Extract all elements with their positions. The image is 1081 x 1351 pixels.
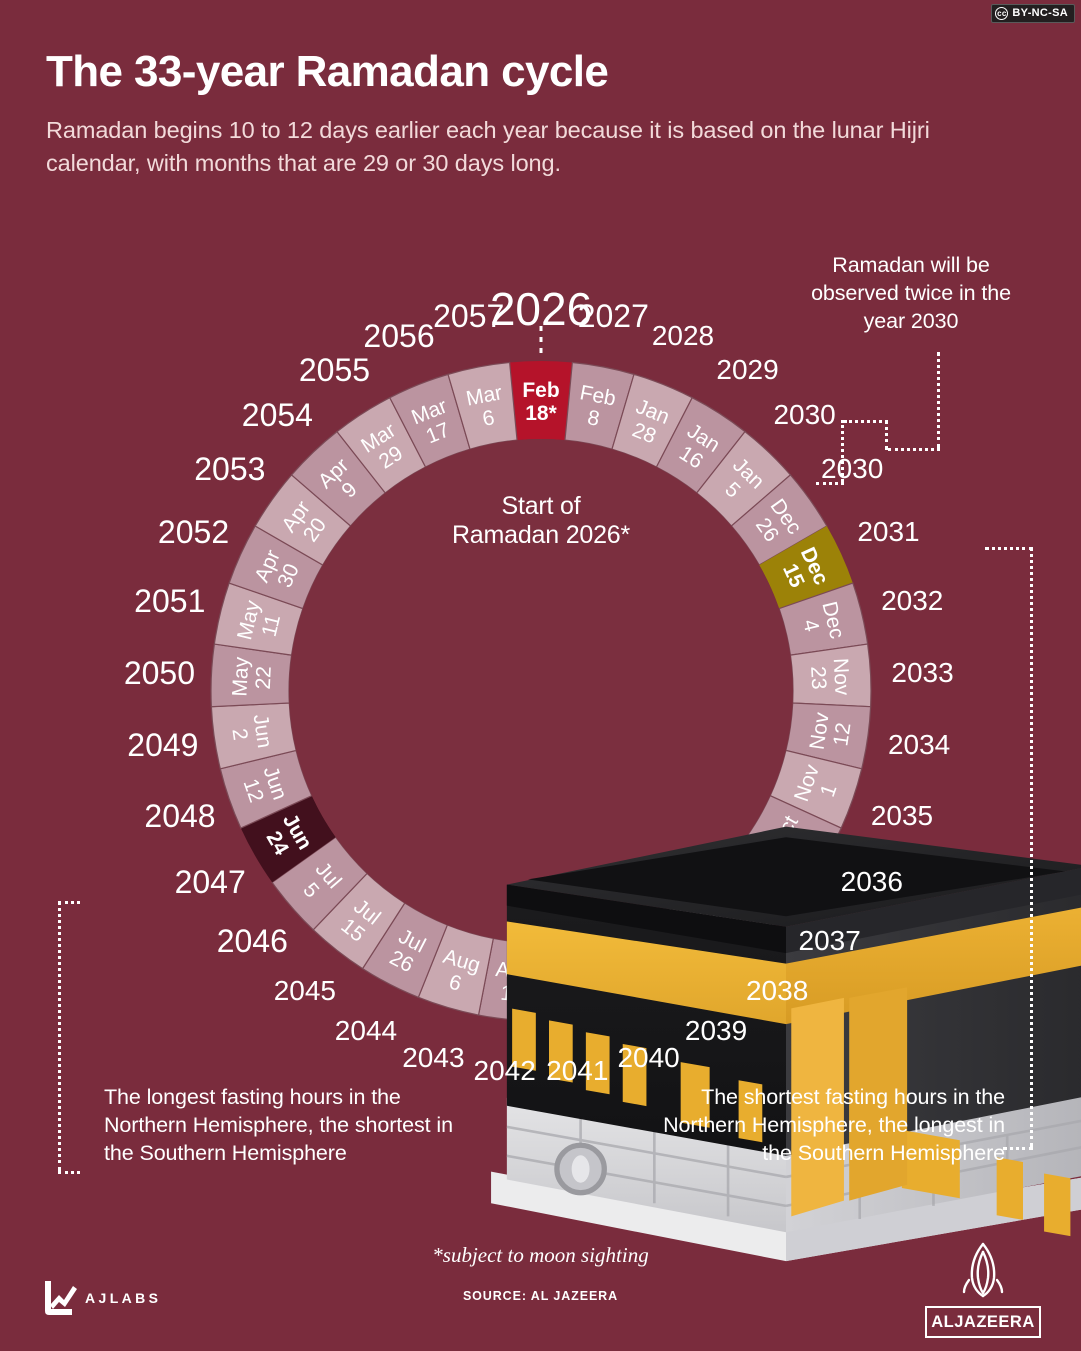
svg-text:4: 4: [798, 617, 823, 634]
svg-text:Jun: Jun: [249, 713, 277, 750]
ajlabs-label: AJLABS: [85, 1290, 162, 1306]
wheel-year-label[interactable]: 2042: [473, 1055, 536, 1087]
page-title: The 33-year Ramadan cycle: [46, 47, 609, 96]
wheel-inner-disc: [289, 439, 793, 943]
callout-left-leader-h1: [58, 901, 80, 904]
svg-text:23: 23: [806, 666, 830, 690]
ramadan-cycle-wheel: Feb 18* Feb 8 Jan 28 Jan 16 Jan 5 Dec 26 Dec 15 Dec 4 No…: [146, 296, 1081, 1262]
cc-icon: cc: [995, 7, 1009, 20]
wheel-year-label[interactable]: 2028: [651, 320, 715, 352]
wheel-year-label[interactable]: 2029: [716, 353, 779, 385]
moon-sighting-note: *subject to moon sighting: [432, 1243, 649, 1267]
wheel-year-label[interactable]: 2044: [334, 1014, 398, 1046]
wheel-year-label[interactable]: 2049: [127, 727, 199, 764]
callout-longest-fasting: The longest fasting hours in the Norther…: [104, 1085, 453, 1165]
svg-text:Feb: Feb: [522, 379, 559, 402]
wheel-year-label[interactable]: 2045: [273, 975, 337, 1007]
svg-text:11: 11: [258, 612, 285, 639]
svg-text:Nov: Nov: [829, 657, 854, 696]
wheel-year-label[interactable]: 2040: [617, 1041, 680, 1073]
callout-2030-leader-v3: [841, 420, 844, 482]
wheel-segment[interactable]: [759, 526, 853, 609]
wheel-year-label[interactable]: 2051: [134, 582, 206, 619]
page-subtitle: Ramadan begins 10 to 12 days earlier eac…: [46, 117, 930, 176]
wheel-year-label[interactable]: 2043: [402, 1041, 465, 1073]
wheel-year-label[interactable]: 2031: [857, 516, 920, 548]
svg-text:8: 8: [586, 406, 602, 431]
callout-2030-leader-v1: [937, 352, 940, 448]
svg-text:2: 2: [227, 727, 251, 742]
wheel-year-label[interactable]: 2036: [840, 866, 903, 897]
callout-shortest-fasting: The shortest fasting hours in the Northe…: [663, 1085, 1005, 1165]
wheel-year-label[interactable]: 2046: [216, 923, 288, 960]
wheel-year-label[interactable]: 2050: [123, 654, 196, 691]
creative-commons-badge: cc BY-NC-SA: [991, 4, 1075, 23]
wheel-year-label[interactable]: 2030: [821, 453, 884, 485]
wheel-year-label[interactable]: 2034: [887, 729, 951, 761]
ajlabs-chart-icon: [45, 1281, 77, 1315]
svg-text:May: May: [228, 656, 253, 697]
callout-left-leader-v: [58, 901, 61, 1171]
wheel-year-label[interactable]: 2053: [194, 451, 266, 488]
svg-text:22: 22: [252, 666, 276, 690]
wheel-year-label[interactable]: 2052: [157, 514, 230, 551]
callout-2030-leader-v2: [885, 420, 888, 450]
callout-2030-leader-h1: [888, 448, 940, 451]
callout-2030-twice: Ramadan will be observed twice in the ye…: [811, 253, 1011, 333]
wheel-year-label[interactable]: 2035: [870, 799, 934, 831]
aljazeera-logo: ALJAZEERA: [925, 1240, 1041, 1338]
wheel-year-label[interactable]: 2048: [144, 797, 216, 834]
callout-left-leader-h2: [58, 1171, 80, 1174]
svg-text:6: 6: [481, 406, 497, 431]
wheel-year-label[interactable]: 2038: [745, 975, 809, 1007]
source-note: SOURCE: AL JAZEERA: [462, 1289, 619, 1303]
callout-2030-leader-h2: [844, 420, 888, 423]
license-label: BY-NC-SA: [1012, 7, 1068, 19]
wheel-year-label[interactable]: 2026: [489, 283, 593, 335]
aljazeera-flame-icon: [962, 1242, 1004, 1298]
wheel-year-label[interactable]: 2055: [298, 351, 371, 388]
callout-right-leader-h1: [985, 547, 1033, 550]
callout-2030-leader-h3: [816, 482, 844, 485]
wheel-year-label[interactable]: 2041: [546, 1055, 609, 1087]
wheel-year-label[interactable]: 2054: [241, 396, 313, 433]
svg-text:Nov: Nov: [806, 710, 834, 751]
wheel-year-label[interactable]: 2056: [363, 318, 435, 355]
wheel-year-label[interactable]: 2030: [773, 398, 836, 430]
aljazeera-wordmark: ALJAZEERA: [925, 1306, 1041, 1338]
wheel-year-label[interactable]: 2039: [684, 1014, 748, 1046]
wheel-year-label[interactable]: 2027: [577, 297, 649, 334]
wheel-year-label[interactable]: 2032: [881, 584, 944, 616]
ajlabs-logo: AJLABS: [40, 1278, 161, 1318]
svg-text:18*: 18*: [525, 402, 557, 425]
wheel-year-label[interactable]: 2047: [174, 864, 246, 900]
svg-text:12: 12: [829, 721, 855, 747]
kaaba-icon: [491, 826, 1081, 1262]
wheel-year-label[interactable]: 2033: [891, 656, 954, 688]
wheel-year-label[interactable]: 2057: [433, 297, 505, 334]
callout-right-leader-v: [1030, 547, 1033, 1147]
kaaba-illustration: [391, 616, 1081, 1262]
callout-right-leader-h2: [1003, 1147, 1033, 1150]
header: The 33-year Ramadan cycle Ramadan begins…: [46, 47, 1006, 179]
wheel-segment[interactable]: [509, 361, 573, 441]
wheel-year-label[interactable]: 2037: [798, 925, 861, 957]
